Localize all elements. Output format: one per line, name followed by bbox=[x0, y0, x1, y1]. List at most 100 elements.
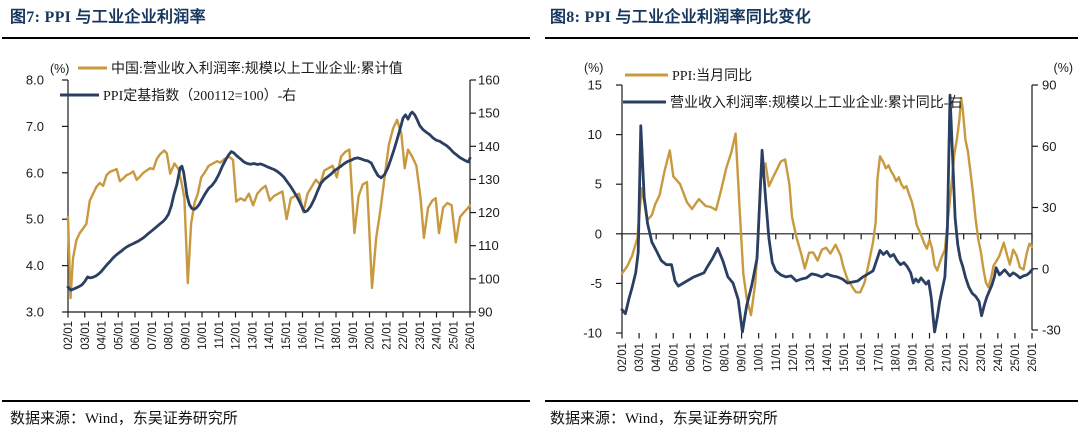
fig7-left-tick-label: 4.0 bbox=[26, 258, 44, 273]
fig8-x-tick-label: 23/01 bbox=[976, 343, 988, 372]
fig8-x-tick-label: 20/01 bbox=[925, 343, 937, 372]
fig7-series-1-line bbox=[66, 110, 472, 292]
fig8-left-tick-label: -5 bbox=[590, 276, 602, 291]
fig7-x-tick-label: 12/01 bbox=[231, 321, 243, 350]
fig7-legend: 中国:营业收入利润率:规模以上工业企业:累计值 PPI定基指数（200112=10… bbox=[60, 60, 403, 104]
fig7-x-tick-label: 02/01 bbox=[63, 321, 75, 350]
fig8-x-tick-label: 24/01 bbox=[993, 343, 1005, 372]
fig8-series-group bbox=[620, 93, 1034, 334]
fig8-line-chart: 15 10 5 0 -5 -10 90 60 30 0 -30 02/01 03/01 04/01 05/0… bbox=[583, 61, 1073, 372]
fig8-left-tick-label: 10 bbox=[588, 127, 602, 142]
fig7-x-tick-label: 15/01 bbox=[281, 321, 293, 350]
fig8-right-axis bbox=[1031, 84, 1038, 331]
fig8-title-rule bbox=[545, 37, 1078, 39]
fig7-left-tick-label: 8.0 bbox=[26, 73, 44, 88]
fig7-series-0-line bbox=[66, 118, 472, 300]
fig8-x-tick-label: 09/01 bbox=[737, 343, 749, 372]
fig8-right-axis-unit: (%) bbox=[1054, 61, 1073, 75]
fig8-x-tick-label: 03/01 bbox=[634, 343, 646, 372]
fig8-x-tick-label: 02/01 bbox=[617, 343, 629, 372]
fig7-right-tick-label: 120 bbox=[478, 205, 500, 220]
fig8-left-tick-label: 5 bbox=[595, 177, 602, 192]
fig8-x-tick-label: 21/01 bbox=[942, 343, 954, 372]
fig8-x-tick-label: 18/01 bbox=[890, 343, 902, 372]
fig8-legend-item-0: PPI:当月同比 bbox=[625, 68, 752, 84]
fig7-x-tick-label: 09/01 bbox=[180, 321, 192, 350]
fig8-x-tick-label: 12/01 bbox=[788, 343, 800, 372]
fig7-right-tick-label: 90 bbox=[478, 305, 492, 320]
fig7-x-tick-label: 25/01 bbox=[448, 321, 460, 350]
fig7-left-tick-label: 5.0 bbox=[26, 212, 44, 227]
fig7-right-tick-label: 110 bbox=[478, 238, 499, 253]
fig8-left-axis bbox=[616, 84, 623, 334]
fig8-right-tick-label: -30 bbox=[1042, 323, 1061, 338]
fig7-x-tick-label: 03/01 bbox=[80, 321, 92, 350]
fig7-source-note: 数据来源：Wind，东吴证券研究所 bbox=[10, 411, 238, 427]
fig7-series-group bbox=[66, 110, 472, 300]
fig7-x-tick-label: 18/01 bbox=[331, 321, 343, 350]
fig8-left-tick-label: 0 bbox=[595, 226, 602, 241]
fig7-x-tick-label: 07/01 bbox=[147, 321, 159, 350]
fig8-x-tick-label: 04/01 bbox=[651, 343, 663, 372]
fig8-x-tick-label: 25/01 bbox=[1010, 343, 1022, 372]
fig7-right-tick-label: 150 bbox=[478, 106, 500, 121]
fig8-right-tick-label: 0 bbox=[1042, 261, 1049, 276]
fig8-x-tick-label: 10/01 bbox=[754, 343, 766, 372]
fig8-legend-label-1: 营业收入利润率:规模以上工业企业:累计同比-右 bbox=[670, 94, 962, 111]
fig8-series-1-line bbox=[620, 93, 1034, 334]
fig7-right-axis bbox=[469, 79, 476, 313]
fig7-right-tick-label: 160 bbox=[478, 73, 500, 88]
fig7-legend-item-0: 中国:营业收入利润率:规模以上工业企业:累计值 bbox=[78, 60, 403, 77]
fig7-x-tick-label: 14/01 bbox=[264, 321, 276, 350]
fig7-title-rule bbox=[2, 37, 530, 39]
fig7-line-chart: 8.0 7.0 6.0 5.0 4.0 3.0 160 150 140 130 120 110 100 9… bbox=[26, 60, 500, 350]
fig7-x-tick-label: 17/01 bbox=[314, 321, 326, 350]
fig8-right-tick-label: 60 bbox=[1042, 139, 1056, 154]
fig7-x-tick-label: 11/01 bbox=[214, 321, 226, 349]
fig8-x-tick-label: 13/01 bbox=[805, 343, 817, 372]
fig8-x-tick-label: 08/01 bbox=[720, 343, 732, 372]
fig8-x-tick-label: 05/01 bbox=[668, 343, 680, 372]
fig8-title: 图8: PPI 与工业企业利润率同比变化 bbox=[550, 9, 812, 26]
fig7-x-tick-label: 13/01 bbox=[247, 321, 259, 350]
fig7-right-tick-label: 130 bbox=[478, 172, 500, 187]
fig8-x-tick-label: 07/01 bbox=[702, 343, 714, 372]
fig7-x-axis bbox=[67, 311, 471, 318]
fig7-x-tick-label: 19/01 bbox=[348, 321, 360, 350]
fig7-x-tick-label: 04/01 bbox=[97, 321, 109, 350]
fig7-x-tick-label: 06/01 bbox=[130, 321, 142, 350]
fig8-left-tick-label: 15 bbox=[588, 78, 602, 93]
fig8-left-axis-unit: (%) bbox=[584, 61, 603, 75]
fig7-left-tick-label: 7.0 bbox=[26, 119, 44, 134]
fig7-x-tick-label: 16/01 bbox=[298, 321, 310, 350]
fig8-x-tick-label: 16/01 bbox=[856, 343, 868, 372]
fig7-x-tick-label: 23/01 bbox=[415, 321, 427, 350]
fig7-right-tick-label: 100 bbox=[478, 271, 500, 286]
fig8-source-note: 数据来源：Wind，东吴证券研究所 bbox=[550, 411, 778, 427]
fig7-x-tick-label: 22/01 bbox=[398, 321, 410, 350]
fig8-right-tick-label: 30 bbox=[1042, 200, 1056, 215]
fig8-x-tick-label: 06/01 bbox=[685, 343, 697, 372]
fig7-x-tick-label: 24/01 bbox=[432, 321, 444, 350]
fig7-title: 图7: PPI 与工业企业利润率 bbox=[10, 9, 206, 26]
fig7-x-tick-label: 10/01 bbox=[197, 321, 209, 350]
panel-fig8: 图8: PPI 与工业企业利润率同比变化 15 10 5 0 -5 -10 90 60 30 0 -… bbox=[540, 0, 1080, 442]
fig7-left-axis bbox=[62, 79, 69, 313]
fig8-x-tick-label: 26/01 bbox=[1027, 343, 1039, 372]
fig8-legend-label-0: PPI:当月同比 bbox=[672, 68, 752, 84]
fig8-x-tick-label: 15/01 bbox=[839, 343, 851, 372]
fig7-legend-item-1: PPI定基指数（200112=100）-右 bbox=[60, 87, 296, 104]
fig7-footer-rule bbox=[2, 400, 530, 402]
fig7-x-tick-label: 08/01 bbox=[164, 321, 176, 350]
fig8-right-tick-label: 90 bbox=[1042, 78, 1056, 93]
fig8-x-tick-label: 14/01 bbox=[822, 343, 834, 372]
fig8-left-tick-label: -10 bbox=[583, 326, 602, 341]
fig7-x-tick-label: 21/01 bbox=[381, 321, 393, 350]
fig8-x-tick-label: 17/01 bbox=[873, 343, 885, 372]
fig7-legend-label-1: PPI定基指数（200112=100）-右 bbox=[103, 87, 296, 104]
fig7-left-tick-label: 6.0 bbox=[26, 165, 44, 180]
fig7-x-tick-label: 26/01 bbox=[465, 321, 477, 350]
fig7-x-tick-label: 05/01 bbox=[113, 321, 125, 350]
